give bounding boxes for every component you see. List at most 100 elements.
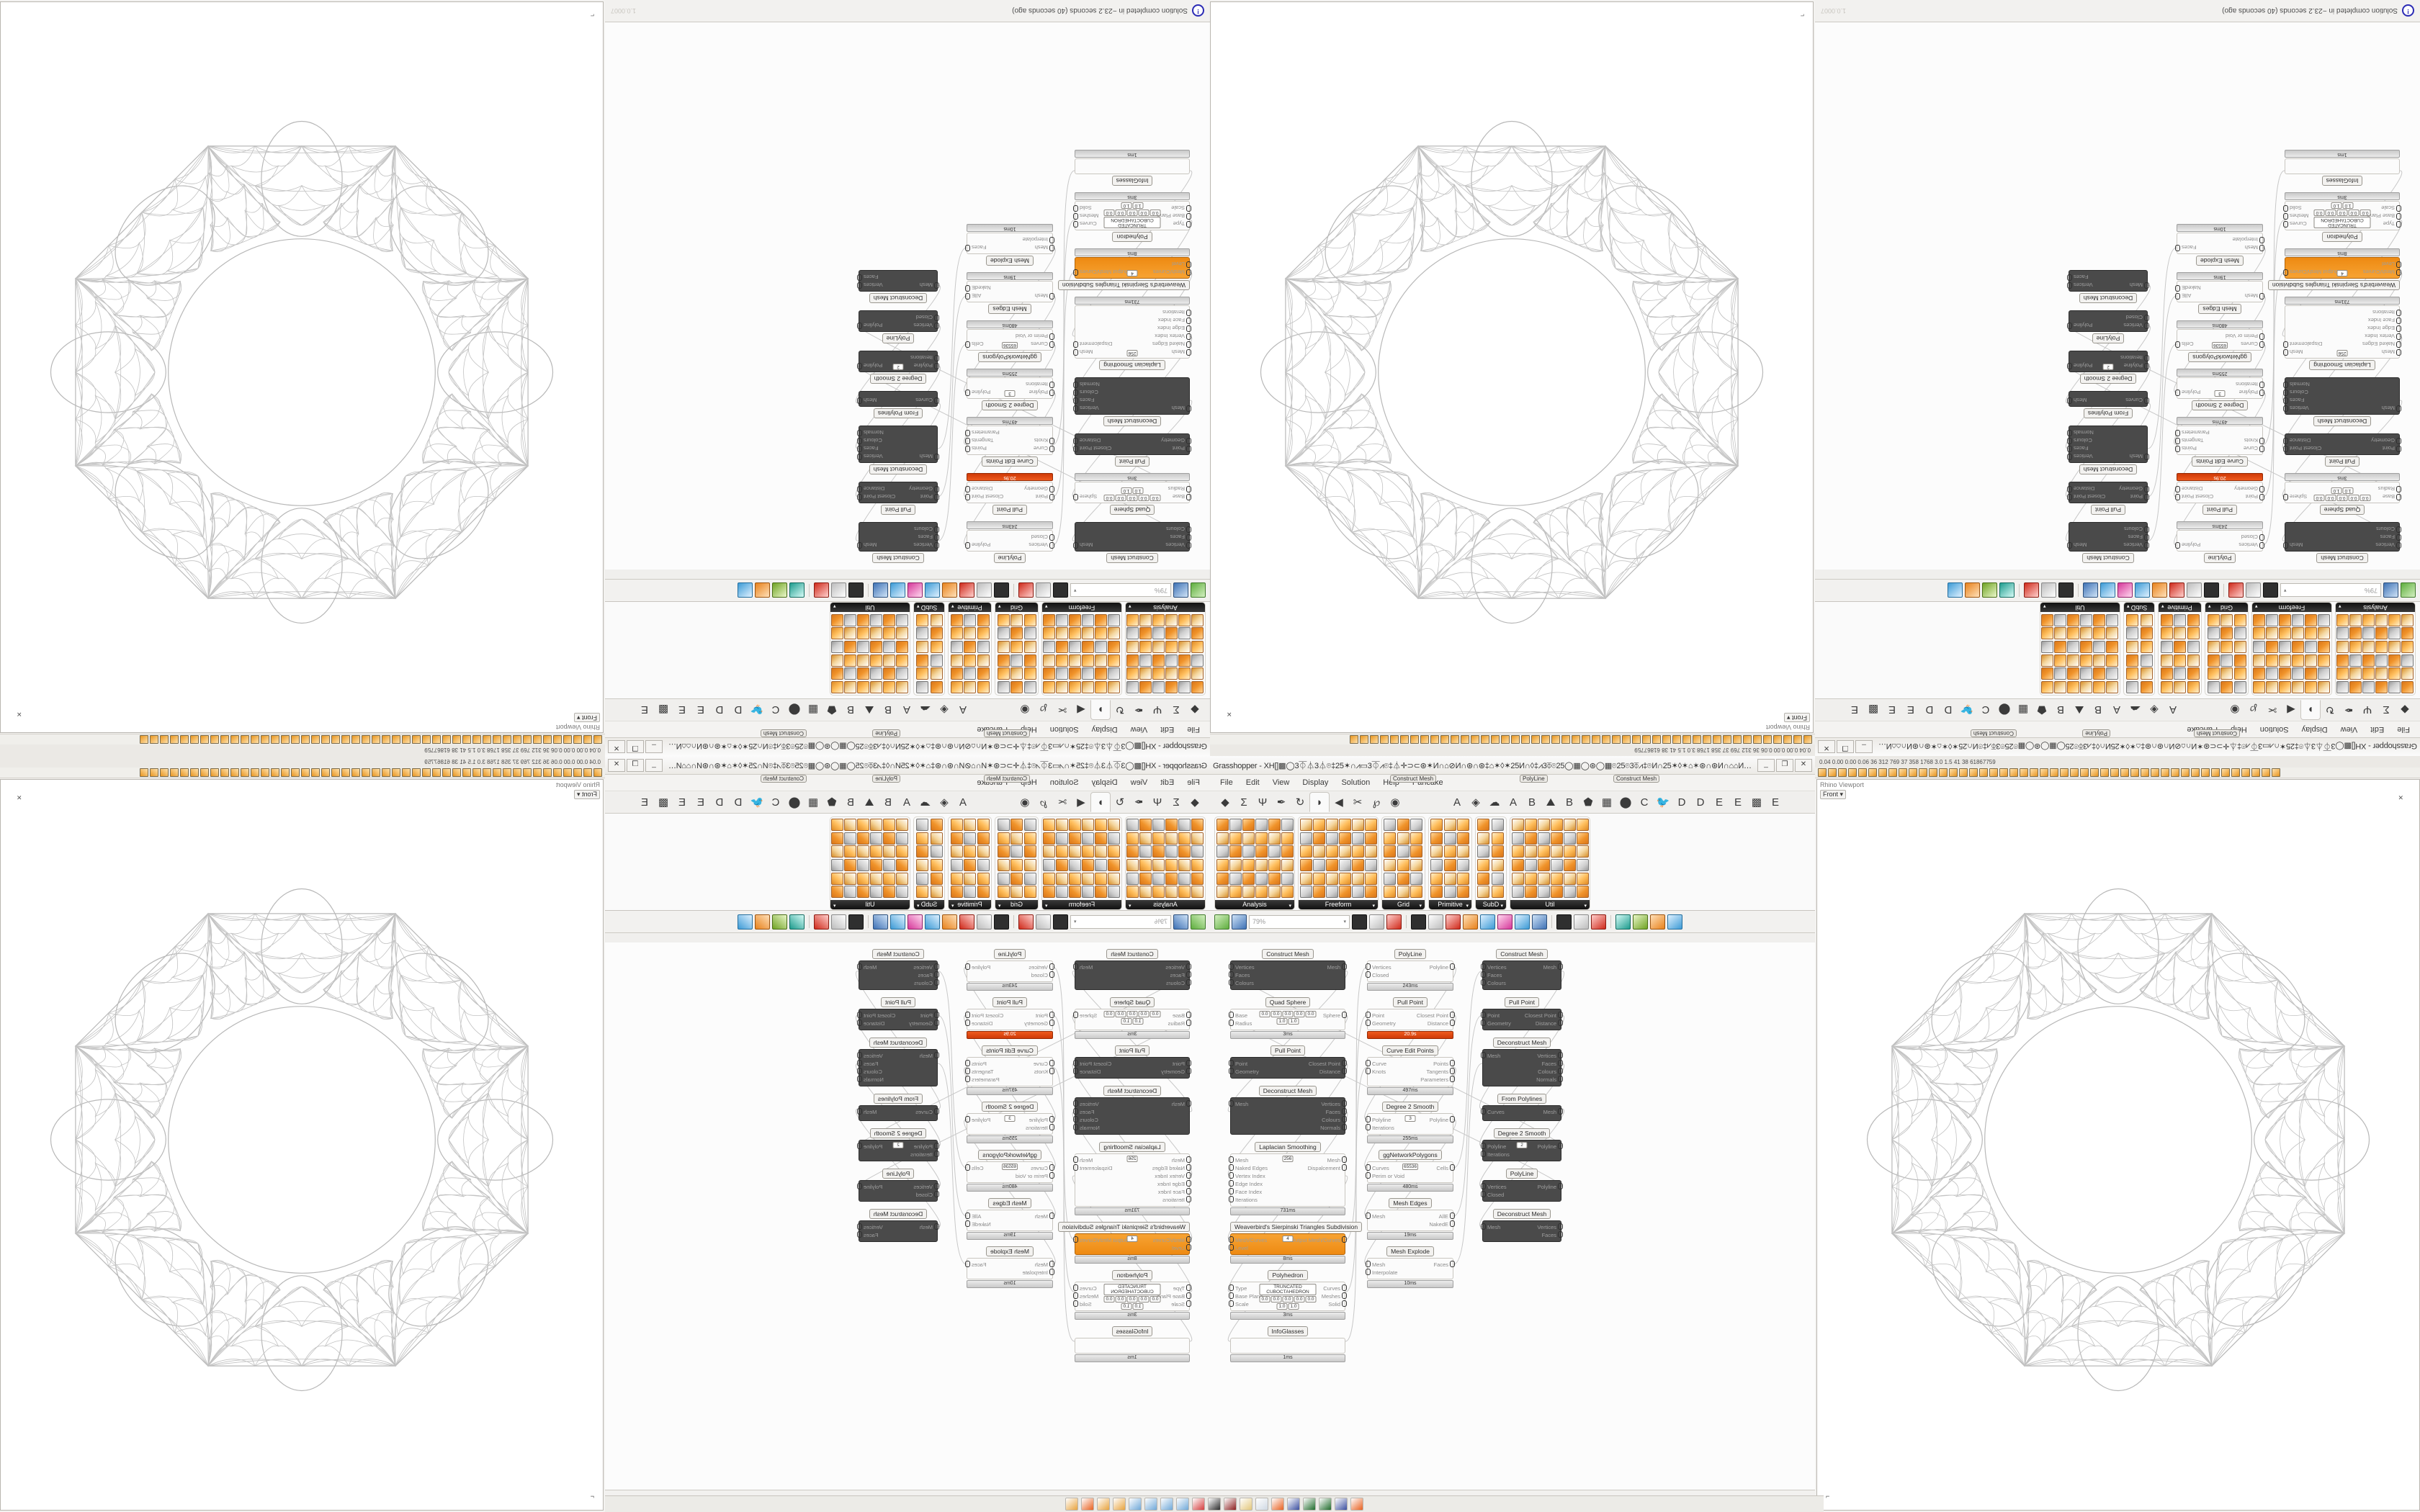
gh-output-faces[interactable]: Faces (864, 1232, 879, 1238)
gh-input-vertices[interactable]: Vertices (1165, 541, 1185, 548)
gh-input-socket[interactable] (1186, 971, 1191, 978)
gh-output-socket[interactable] (2175, 341, 2180, 348)
gh-component-body[interactable]: Mesh Interpolate Faces (965, 233, 1054, 254)
component-icon[interactable] (1069, 627, 1081, 640)
component-tab-extra-8[interactable]: ▦ (807, 796, 819, 809)
component-icon[interactable] (870, 667, 882, 680)
component-icon[interactable] (2187, 613, 2200, 626)
gh-input-iterations[interactable]: Iterations (1026, 381, 1048, 387)
gh-component[interactable]: Pull Point Point Geometry Closest Point Dist… (1481, 995, 1563, 1030)
gh-input-socket[interactable] (1366, 971, 1371, 978)
taskbar-firefox-icon[interactable] (1081, 1498, 1094, 1511)
component-tab-7[interactable]: ✂ (2267, 703, 2277, 716)
gh-input-colours[interactable]: Colours (914, 526, 933, 532)
component-icon[interactable] (1430, 832, 1443, 845)
gh-input-polyline[interactable]: Polyline (1028, 389, 1048, 395)
rhino-tool-icon[interactable] (1682, 735, 1691, 744)
gh-output-socket[interactable] (1342, 1012, 1347, 1018)
component-icon[interactable] (1430, 858, 1443, 871)
component-tab-9[interactable]: ◉ (1020, 796, 1030, 809)
bake-icon[interactable] (772, 582, 787, 598)
gh-component-body[interactable]: Vertices Closed Polyline (965, 530, 1054, 552)
gh-input-mesh[interactable]: Mesh (919, 1224, 933, 1230)
component-tab-extra-14[interactable]: E (1907, 703, 1915, 716)
component-icon[interactable] (883, 641, 895, 654)
gh-output-points[interactable]: Points (1433, 1061, 1448, 1067)
zoom-level-combo[interactable]: 79% ▾ (1070, 583, 1171, 598)
rhino-tool-icon[interactable] (1743, 735, 1752, 744)
cluster-icon[interactable] (873, 582, 888, 598)
component-icon[interactable] (931, 641, 943, 654)
component-icon[interactable] (2041, 613, 2053, 626)
gh-input-point[interactable]: Point (1172, 445, 1185, 451)
gh-param-iterations[interactable]: 2 (892, 364, 904, 370)
component-icon[interactable] (1024, 845, 1036, 858)
gh-output-colours[interactable]: Colours (1538, 1068, 1556, 1075)
component-icon[interactable] (1365, 858, 1377, 871)
gh-output-socket[interactable] (2283, 221, 2288, 228)
component-icon[interactable] (1095, 886, 1107, 899)
component-icon[interactable] (1216, 858, 1229, 871)
component-icon[interactable] (964, 845, 977, 858)
component-icon[interactable] (2041, 681, 2053, 693)
gh-input-level[interactable]: Level (1172, 1245, 1185, 1251)
gh-input-socket[interactable] (1481, 979, 1486, 986)
component-icon[interactable] (977, 845, 990, 858)
rhino-tool-icon[interactable] (170, 768, 179, 777)
gh-input-socket[interactable] (1049, 382, 1054, 388)
gh-component[interactable]: Construct Mesh Vertices Faces Colours Mesh (2067, 522, 2149, 565)
component-icon[interactable] (2160, 654, 2173, 667)
gh-input-socket[interactable] (1186, 963, 1191, 970)
component-icon[interactable] (950, 845, 963, 858)
menu-item-file[interactable]: File (2397, 725, 2410, 734)
gh-input-socket[interactable] (934, 1223, 939, 1230)
zoom-level-combo[interactable]: 79% ▾ (2280, 583, 2381, 598)
gh-output-dispalcement[interactable]: Dispalcement (1307, 1165, 1340, 1171)
gh-component[interactable]: PolyLine Vertices Closed Polyline (1481, 1166, 1563, 1202)
component-icon[interactable] (2401, 654, 2414, 667)
gh-param-oz[interactable]: 0.0 (1126, 1296, 1138, 1302)
component-tab-extra-2[interactable]: ☁ (2130, 703, 2141, 716)
gh-input-socket[interactable] (1229, 1180, 1234, 1187)
grasshopper-canvas[interactable]: Construct Mesh Vertices Faces Colours Mesh Qu… (1210, 942, 1815, 1490)
component-icon[interactable] (1010, 641, 1023, 654)
component-icon[interactable] (1095, 667, 1107, 680)
component-icon[interactable] (857, 872, 869, 885)
component-icon[interactable] (2126, 641, 2139, 654)
component-icon[interactable] (1024, 872, 1036, 885)
gh-param-zx[interactable]: 0.0 (2325, 495, 2336, 501)
component-icon[interactable] (883, 681, 895, 693)
component-icon[interactable] (2388, 641, 2401, 654)
component-tab-extra-0[interactable]: A (1453, 796, 1461, 809)
gh-input-socket[interactable] (2259, 438, 2264, 444)
profiler-icon[interactable] (789, 582, 805, 598)
gh-output-socket[interactable] (1073, 213, 1078, 220)
gh-input-socket[interactable] (1186, 1236, 1191, 1243)
gh-output-socket[interactable] (2283, 405, 2288, 412)
gh-input-vertices[interactable]: Vertices (913, 1184, 933, 1190)
gh-input-iterations[interactable]: Iterations (1162, 309, 1185, 315)
component-icon[interactable] (2362, 613, 2375, 626)
gh-input-interpolate[interactable]: Interpolate (2232, 236, 2258, 243)
rhino-tool-icon[interactable] (180, 735, 189, 744)
gh-output-socket[interactable] (1558, 1020, 1563, 1026)
gh-param-zx[interactable]: 0.0 (1115, 495, 1126, 501)
component-icon[interactable] (1178, 819, 1191, 831)
gh-input-socket[interactable] (934, 1191, 939, 1197)
gh-input-socket[interactable] (1481, 1108, 1486, 1115)
gh-output-faces[interactable]: Faces (2182, 244, 2197, 251)
gh-input-socket[interactable] (2396, 333, 2401, 340)
gh-input-polyline[interactable]: Polyline (1372, 1117, 1392, 1123)
component-icon[interactable] (1577, 819, 1589, 831)
rhino-tool-icon[interactable] (362, 768, 370, 777)
gh-output-nakede[interactable]: NakedE (1429, 1221, 1448, 1228)
rhino-tool-icon[interactable] (503, 735, 511, 744)
gh-input-base-plane[interactable]: Base Plane (1235, 1293, 1263, 1300)
gh-input-socket[interactable] (2259, 237, 2264, 243)
component-icon[interactable] (1082, 613, 1094, 626)
component-icon[interactable] (1056, 613, 1068, 626)
gh-input-base-plane[interactable]: Base Plane (1157, 1293, 1185, 1300)
component-icon[interactable] (1178, 832, 1191, 845)
component-icon[interactable] (1430, 872, 1443, 885)
gh-output-meshes[interactable]: Meshes (1321, 1293, 1340, 1300)
